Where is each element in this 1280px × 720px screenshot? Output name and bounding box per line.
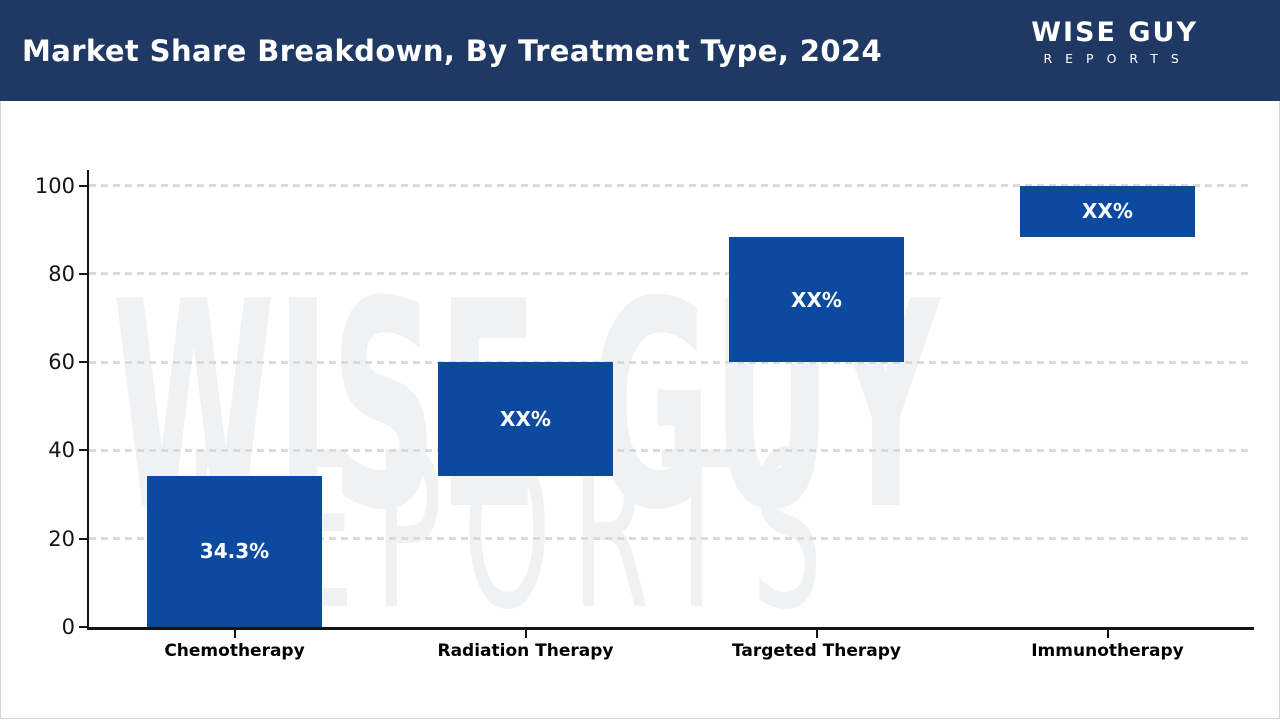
gridline-40 xyxy=(89,448,1253,452)
bar-value-label: XX% xyxy=(500,406,551,431)
x-tick-1 xyxy=(524,630,527,638)
bar-targeted-therapy: XX% xyxy=(729,237,904,363)
x-category-label-immunotherapy: Immunotherapy xyxy=(1031,641,1184,661)
logo-head-icon xyxy=(1200,4,1272,81)
y-tick-label-80: 80 xyxy=(48,261,75,286)
x-category-label-radiation-therapy: Radiation Therapy xyxy=(437,641,614,661)
y-tick-60 xyxy=(79,361,88,364)
y-tick-label-100: 100 xyxy=(34,173,75,198)
logo-wordmark: WISE GUY xyxy=(1031,17,1198,49)
bar-chemotherapy: 34.3% xyxy=(147,475,322,627)
x-category-label-targeted-therapy: Targeted Therapy xyxy=(731,641,902,661)
x-category-label-chemotherapy: Chemotherapy xyxy=(164,641,305,661)
logo-subtitle: REPORTS xyxy=(1043,50,1192,66)
gridline-100 xyxy=(89,184,1253,187)
y-tick-label-40: 40 xyxy=(48,438,75,463)
x-axis-line xyxy=(87,627,1254,630)
bar-radiation-therapy: XX% xyxy=(438,362,613,476)
y-tick-40 xyxy=(79,449,88,452)
wiseguy-logo: WISE GUY REPORTS xyxy=(1031,4,1272,81)
x-tick-2 xyxy=(815,630,818,638)
y-tick-0 xyxy=(79,626,88,628)
y-tick-label-60: 60 xyxy=(48,350,75,375)
gridline-60 xyxy=(89,360,1253,364)
gridline-20 xyxy=(89,537,1253,541)
header-bar: Market Share Breakdown, By Treatment Typ… xyxy=(0,0,1280,101)
x-tick-3 xyxy=(1106,630,1109,638)
bar-value-label: 34.3% xyxy=(199,539,270,564)
x-tick-0 xyxy=(233,630,236,638)
y-tick-20 xyxy=(79,537,88,540)
bar-immunotherapy: XX% xyxy=(1020,185,1195,238)
bar-value-label: XX% xyxy=(791,287,842,312)
logo-text: WISE GUY REPORTS xyxy=(1031,17,1198,66)
chart-title: Market Share Breakdown, By Treatment Typ… xyxy=(22,33,883,68)
gridline-80 xyxy=(89,272,1253,276)
y-tick-80 xyxy=(79,272,88,275)
y-tick-label-20: 20 xyxy=(48,526,75,551)
y-tick-label-0: 0 xyxy=(61,615,75,639)
y-tick-100 xyxy=(79,184,88,187)
bar-value-label: XX% xyxy=(1082,199,1133,224)
y-axis-line xyxy=(87,170,89,630)
